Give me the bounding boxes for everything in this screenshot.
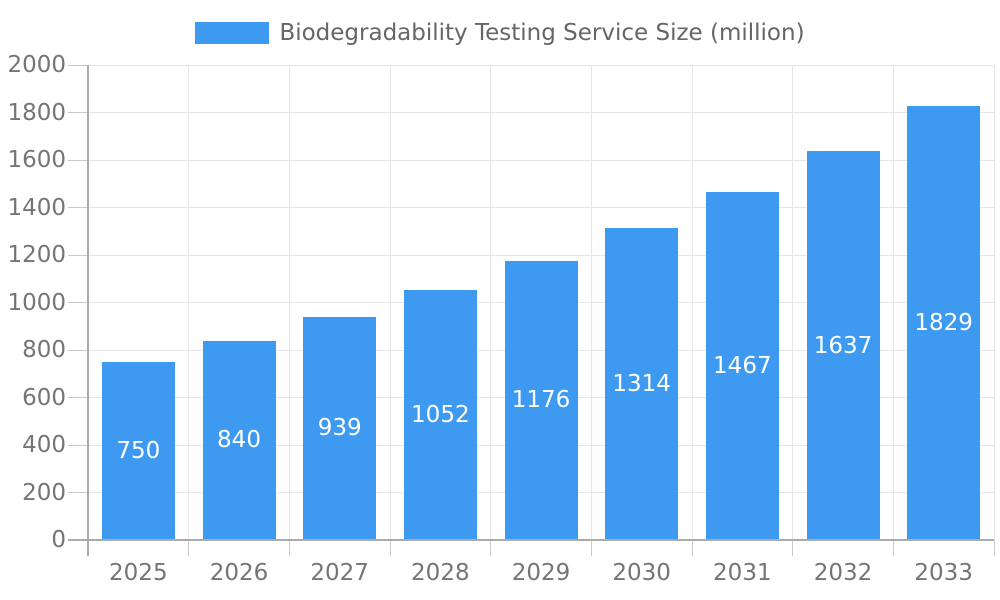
bar-2025: 750 [101, 361, 175, 540]
chart-legend: Biodegradability Testing Service Size (m… [0, 20, 1000, 46]
v-gridline [490, 65, 492, 540]
bar-value-label: 750 [116, 437, 161, 464]
x-axis-label: 2025 [109, 560, 168, 586]
bar-value-label: 840 [217, 427, 261, 454]
h-gridline [88, 112, 994, 113]
y-axis-tick [68, 349, 88, 351]
bar-2026: 840 [202, 340, 276, 540]
v-gridline [590, 65, 592, 540]
x-axis-tick [188, 540, 190, 556]
x-axis-label: 2030 [612, 560, 671, 586]
h-gridline [88, 64, 994, 66]
bar-value-label: 939 [317, 415, 362, 442]
bar-value-label: 1829 [914, 309, 973, 336]
plot-area: 0 200 400 600 800 1000 1200 1400 1600 1800 2000 750… [7, 52, 995, 586]
bar-2032: 1637 [806, 151, 880, 540]
bar-2031: 1467 [705, 191, 779, 540]
x-axis-label: 2027 [310, 560, 369, 586]
x-axis-label: 2029 [511, 560, 571, 586]
y-axis-tick [68, 207, 88, 208]
bar-2033: 1829 [907, 105, 981, 540]
bar-value-label: 1467 [713, 352, 772, 379]
y-axis-label: 1200 [7, 242, 66, 268]
x-axis-tick [691, 540, 693, 556]
y-axis-label: 600 [22, 384, 66, 411]
legend-swatch [195, 22, 270, 44]
chart-title: Biodegradability Testing Service Size (m… [279, 20, 805, 46]
x-axis-label: 2033 [914, 560, 973, 586]
y-axis-label: 1600 [7, 147, 66, 173]
bar-2030: 1314 [605, 227, 679, 540]
x-axis-label: 2026 [209, 560, 269, 586]
y-axis-label: 1400 [7, 194, 66, 221]
bar-2029: 1176 [504, 260, 578, 540]
x-axis-tick [892, 540, 894, 556]
y-axis-label: 800 [22, 337, 66, 363]
bar-value-label: 1637 [813, 332, 873, 359]
y-axis-tick [68, 444, 88, 446]
y-axis-tick [68, 492, 88, 493]
y-axis-tick [68, 397, 88, 398]
bar-2027: 939 [303, 316, 377, 540]
x-axis-tick [87, 540, 89, 556]
bar-value-label: 1176 [511, 387, 571, 414]
legend-item[interactable]: Biodegradability Testing Service Size (m… [195, 20, 805, 46]
x-axis-tick [288, 540, 290, 556]
bar-2028: 1052 [403, 290, 477, 540]
y-axis-label: 1800 [7, 99, 66, 126]
y-axis-label: 1000 [7, 289, 66, 316]
x-axis-tick [792, 540, 794, 556]
y-axis-label: 2000 [7, 52, 66, 78]
x-axis-tick [590, 540, 592, 556]
v-gridline [691, 65, 693, 540]
v-gridline [288, 65, 290, 540]
y-axis-tick [68, 539, 88, 541]
y-axis-tick [68, 159, 88, 161]
x-axis-label: 2031 [713, 560, 772, 586]
y-axis-tick [68, 112, 88, 113]
x-axis-label: 2028 [411, 560, 470, 586]
y-axis-tick [68, 302, 88, 303]
y-axis-line [87, 65, 89, 556]
bar-value-label: 1314 [612, 370, 671, 397]
v-gridline [389, 65, 391, 540]
v-gridline [892, 65, 894, 540]
y-axis-label: 0 [51, 527, 66, 553]
v-gridline [993, 65, 995, 540]
y-axis-tick [68, 254, 88, 256]
y-axis-label: 400 [22, 432, 66, 458]
x-axis-tick [389, 540, 391, 556]
v-gridline [792, 65, 794, 540]
y-axis-tick [68, 64, 88, 66]
v-gridline [188, 65, 190, 540]
y-axis-label: 200 [22, 479, 66, 506]
x-axis-tick [993, 540, 995, 556]
bar-value-label: 1052 [411, 402, 470, 429]
x-axis-label: 2032 [813, 560, 873, 586]
x-axis-tick [490, 540, 492, 556]
